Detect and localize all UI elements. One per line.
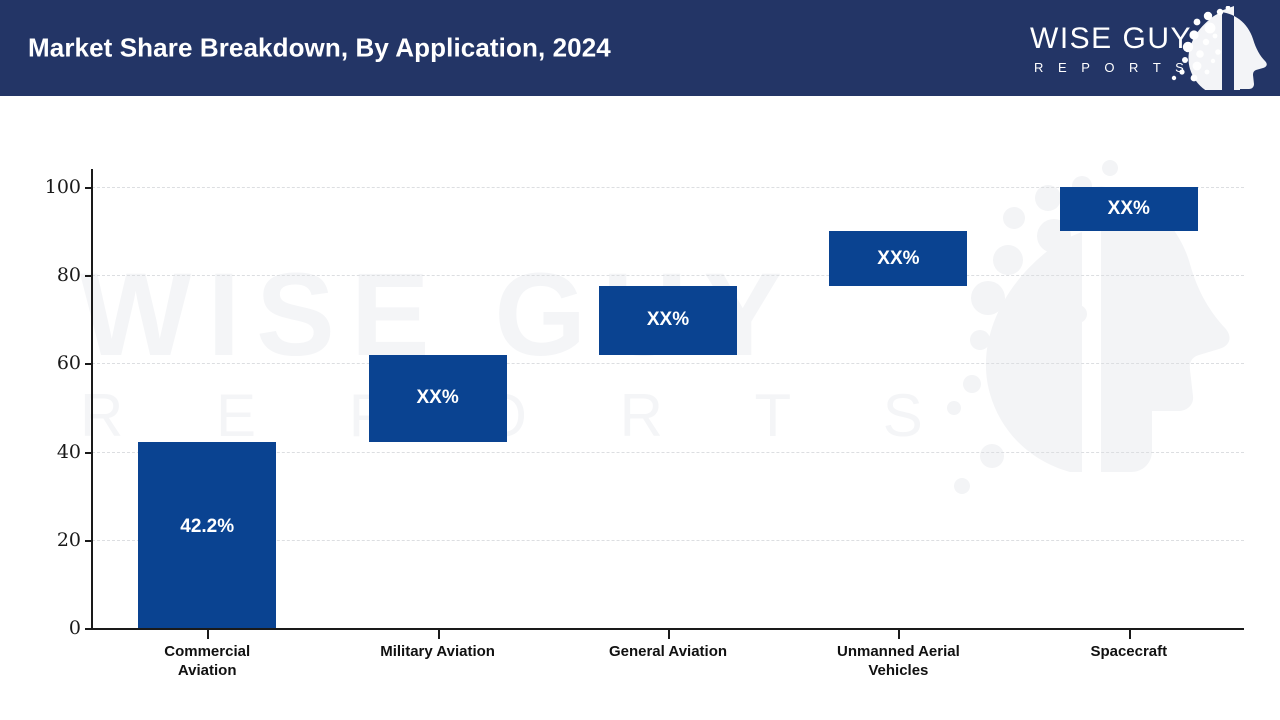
y-axis-tick-label: 0 <box>68 617 81 639</box>
x-axis-tick-mark <box>1128 630 1131 639</box>
bar[interactable]: 42.2% <box>138 441 277 628</box>
y-axis-line <box>91 169 93 628</box>
x-axis-tick-mark <box>207 630 210 639</box>
header-banner: Market Share Breakdown, By Application, … <box>0 0 1280 96</box>
x-axis-category-label: Unmanned Aerial Vehicles <box>836 643 960 679</box>
x-axis-category-label: Spacecraft <box>1090 643 1168 660</box>
bar[interactable]: XX% <box>368 354 507 442</box>
logo-brand-line1: WISE GUY <box>1030 22 1192 55</box>
x-axis-category-label: General Aviation <box>608 643 728 660</box>
gridline <box>92 451 1244 453</box>
y-axis-tick-label: 80 <box>56 264 81 287</box>
gridline <box>92 363 1244 365</box>
bar-value-label: XX% <box>646 309 690 331</box>
bar[interactable]: XX% <box>1059 187 1198 232</box>
bar[interactable]: XX% <box>829 231 968 287</box>
bar[interactable]: XX% <box>599 286 737 355</box>
gridline <box>92 187 1244 188</box>
plot-region: 0 20 40 60 80 100 42.2% Commercial Aviation XX% M… <box>45 132 1244 679</box>
x-axis-tick-mark <box>898 630 901 639</box>
y-axis-tick-mark <box>85 275 92 278</box>
page-title: Market Share Breakdown, By Application, … <box>28 32 611 63</box>
gridline <box>92 539 1244 541</box>
logo-head-icon <box>1171 6 1267 90</box>
y-axis-tick-label: 60 <box>56 352 81 375</box>
x-axis-category-label: Military Aviation <box>380 643 495 660</box>
y-axis-tick-mark <box>85 628 92 630</box>
y-axis-tick-label: 40 <box>56 440 81 463</box>
gridline <box>92 275 1244 277</box>
x-axis-tick-mark <box>668 630 670 639</box>
logo-brand-line2: R E P O R T S <box>1034 60 1189 75</box>
bar-value-label: 42.2% <box>180 515 235 537</box>
bar-value-label: XX% <box>877 247 920 269</box>
y-axis-tick-mark <box>85 539 92 542</box>
bar-value-label: XX% <box>1107 198 1150 220</box>
y-axis-tick-mark <box>85 187 92 189</box>
plot-inner: 0 20 40 60 80 100 42.2% Commercial Aviation XX% M… <box>45 169 1244 679</box>
y-axis-tick-mark <box>85 363 92 366</box>
y-axis-tick-label: 100 <box>44 176 81 198</box>
chart-canvas: WISE GUY R E P O R T S <box>0 96 1280 720</box>
y-axis-tick-label: 20 <box>56 528 81 551</box>
x-axis-line <box>91 628 1244 630</box>
wise-guy-reports-logo: WISE GUY R E P O R T S <box>1022 6 1272 90</box>
x-axis-tick-mark <box>437 630 440 639</box>
y-axis-tick-mark <box>85 451 92 454</box>
x-axis-category-label: Commercial Aviation <box>164 643 251 679</box>
bar-value-label: XX% <box>416 387 459 409</box>
